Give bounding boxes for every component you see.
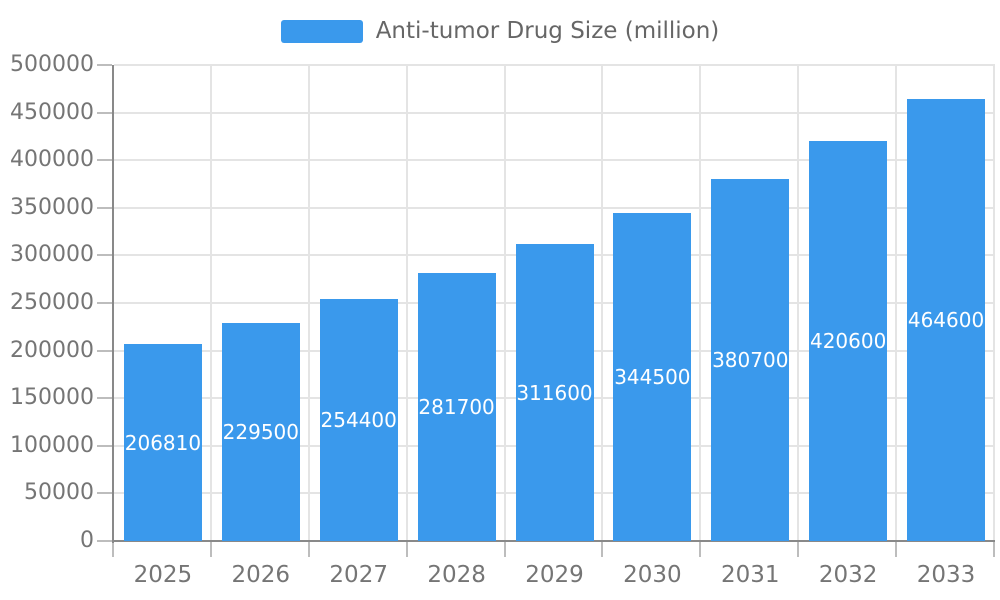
x-tick — [797, 542, 800, 557]
y-tick — [97, 111, 112, 114]
y-tick-label: 250000 — [10, 290, 94, 315]
bar[interactable]: 229500 — [221, 322, 300, 541]
bar-value-label: 464600 — [907, 307, 985, 332]
bar[interactable]: 206810 — [123, 344, 202, 541]
y-tick-label: 200000 — [10, 337, 94, 363]
x-tick — [895, 542, 898, 557]
bar[interactable]: 464600 — [907, 98, 986, 541]
v-gridline — [797, 65, 800, 541]
x-tick — [699, 542, 702, 557]
x-tick — [405, 542, 408, 557]
bar[interactable]: 311600 — [515, 244, 594, 541]
bar[interactable]: 420600 — [809, 140, 888, 541]
bar-value-label: 254400 — [320, 407, 397, 432]
y-tick — [97, 302, 112, 304]
y-tick-label: 500000 — [10, 52, 94, 77]
v-gridline — [405, 65, 408, 541]
x-tick — [993, 542, 995, 557]
x-tick-label: 2031 — [720, 562, 780, 588]
y-tick — [97, 206, 112, 209]
y-tick-label: 300000 — [10, 242, 94, 268]
h-gridline — [114, 64, 995, 66]
bar-value-label: 206810 — [124, 430, 202, 455]
h-gridline — [114, 159, 995, 162]
legend-swatch — [280, 19, 363, 43]
bar[interactable]: 344500 — [613, 213, 692, 541]
x-tick-label: 2025 — [133, 562, 193, 588]
bar[interactable]: 380700 — [711, 178, 790, 541]
x-tick — [112, 542, 114, 557]
y-tick — [97, 397, 112, 400]
y-axis-line — [112, 65, 114, 543]
y-tick — [97, 444, 112, 447]
v-gridline — [209, 65, 212, 541]
x-tick-label: 2033 — [916, 562, 976, 588]
v-gridline — [895, 65, 898, 541]
y-tick — [97, 492, 112, 495]
y-tick-label: 50000 — [24, 480, 94, 506]
x-tick-label: 2028 — [427, 562, 486, 588]
x-tick-label: 2026 — [231, 562, 291, 588]
h-gridline — [114, 206, 995, 209]
bar-value-label: 344500 — [614, 365, 691, 389]
y-tick — [97, 349, 112, 352]
x-axis-line — [112, 540, 995, 542]
bar-value-label: 229500 — [222, 419, 299, 444]
bar[interactable]: 254400 — [319, 298, 398, 541]
x-tick-label: 2030 — [623, 562, 682, 588]
bar-value-label: 281700 — [418, 394, 495, 419]
y-tick-label: 0 — [80, 528, 94, 553]
y-tick-label: 100000 — [10, 432, 94, 458]
x-tick — [209, 542, 212, 557]
y-tick-label: 350000 — [10, 194, 94, 220]
y-tick — [97, 64, 112, 66]
v-gridline — [699, 65, 702, 541]
v-gridline — [601, 65, 604, 541]
bar-value-label: 420600 — [809, 328, 887, 353]
h-gridline — [114, 111, 995, 114]
x-tick — [503, 542, 506, 557]
y-tick — [97, 254, 112, 257]
x-tick-label: 2027 — [329, 562, 388, 588]
x-tick-label: 2032 — [818, 562, 878, 588]
y-tick-label: 400000 — [10, 147, 94, 173]
y-tick-label: 450000 — [10, 99, 94, 125]
bar[interactable]: 281700 — [417, 272, 496, 541]
x-tick — [307, 542, 310, 557]
legend-label: Anti-tumor Drug Size (million) — [375, 18, 720, 44]
y-tick-label: 150000 — [10, 385, 94, 411]
v-gridline — [307, 65, 310, 541]
v-gridline — [503, 65, 506, 541]
y-tick — [97, 159, 112, 162]
x-tick — [601, 542, 604, 557]
v-gridline — [993, 65, 995, 541]
bar-value-label: 311600 — [516, 380, 593, 405]
bar-value-label: 380700 — [712, 347, 789, 372]
legend[interactable]: Anti-tumor Drug Size (million) — [0, 17, 1000, 45]
x-tick-label: 2029 — [525, 562, 584, 588]
y-tick — [97, 540, 112, 542]
